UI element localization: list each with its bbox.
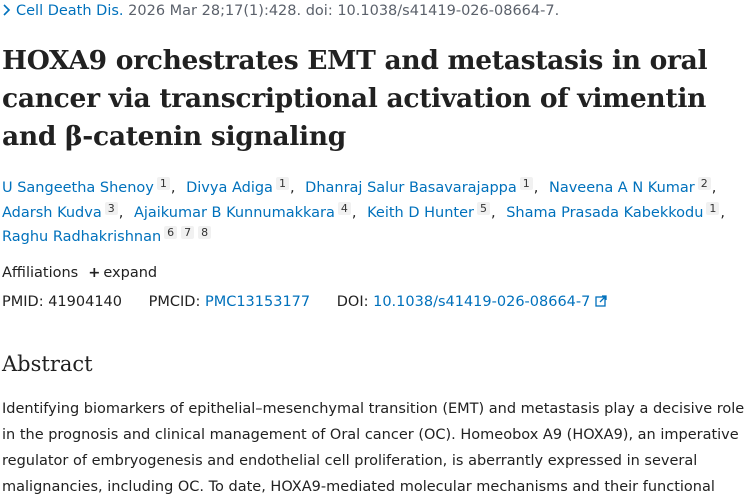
chevron-icon	[3, 4, 11, 16]
author-name[interactable]: Naveena A N Kumar	[548, 180, 695, 196]
author-name[interactable]: Ajaikumar B Kunnumakkara	[133, 204, 335, 221]
author-name[interactable]: Dhanraj Salur Basavarajappa	[305, 180, 517, 196]
affiliation-number[interactable]: 4	[337, 201, 351, 215]
author: Dhanraj Salur Basavarajappa 1	[305, 177, 544, 196]
affiliations: Affiliations + expand	[2, 265, 157, 281]
abstract-text: Identifying biomarkers of epithelial–mes…	[2, 401, 745, 495]
external-link-icon	[595, 295, 607, 307]
pmcid-label: PMCID:	[148, 294, 201, 310]
article-title: HOXA9 orchestrates EMT and metastasis in…	[2, 45, 708, 152]
author-name[interactable]: Shama Prasada Kabekkodu	[506, 204, 704, 221]
author-name[interactable]: Keith D Hunter	[367, 204, 474, 221]
doi-label: DOI:	[336, 294, 369, 310]
affiliation-number[interactable]: 2	[697, 177, 711, 190]
affiliation-number[interactable]: 1	[706, 201, 720, 215]
pmid-label: PMID:	[2, 294, 44, 310]
doi-link[interactable]: 10.1038/s41419-026-08664-7	[373, 294, 591, 310]
author: Ajaikumar B Kunnumakkara 4	[133, 201, 363, 221]
citation: Cell Death Dis. 2026 Mar 28;17(1):428. d…	[2, 3, 559, 19]
author-name[interactable]: U Sangeetha Shenoy	[2, 180, 154, 196]
plus-icon[interactable]: +	[88, 265, 101, 281]
author-name[interactable]: Raghu Radhakrishnan	[2, 229, 162, 245]
author: Adarsh Kudva 3	[2, 201, 129, 221]
author-name[interactable]: Adarsh Kudva	[2, 204, 102, 221]
pmid: 41904140	[48, 294, 123, 310]
abstract-heading: Abstract	[2, 352, 93, 376]
author: Divya Adiga 1	[186, 177, 301, 196]
pmcid-link[interactable]: PMC13153177	[204, 294, 311, 310]
journal-link[interactable]: Cell Death Dis.	[16, 3, 124, 19]
expand-button[interactable]: expand	[103, 265, 158, 281]
affiliation-number[interactable]: 5	[476, 201, 490, 215]
author: Naveena A N Kumar 2	[548, 177, 722, 196]
author-name[interactable]: Divya Adiga	[186, 180, 273, 196]
affiliation-number[interactable]: 6	[164, 226, 178, 239]
affiliation-number[interactable]: 7	[181, 226, 195, 239]
affiliation-number[interactable]: 1	[275, 177, 289, 190]
affiliations-label: Affiliations	[2, 265, 79, 281]
author: U Sangeetha Shenoy 1	[2, 177, 181, 196]
affiliation-number[interactable]: 1	[156, 177, 170, 190]
affiliation-number[interactable]: 3	[104, 201, 118, 215]
author: Keith D Hunter 5	[367, 201, 502, 221]
affiliation-number[interactable]: 8	[198, 226, 212, 239]
author: Raghu Radhakrishnan 6 7 8	[2, 226, 218, 245]
citation-details: 2026 Mar 28;17(1):428. doi: 10.1038/s414…	[128, 3, 560, 19]
identifiers: PMID: 41904140 PMCID: PMC13153177 DOI: 1…	[2, 294, 607, 310]
affiliation-number[interactable]: 1	[519, 177, 533, 190]
author: Shama Prasada Kabekkodu 1	[506, 201, 731, 221]
